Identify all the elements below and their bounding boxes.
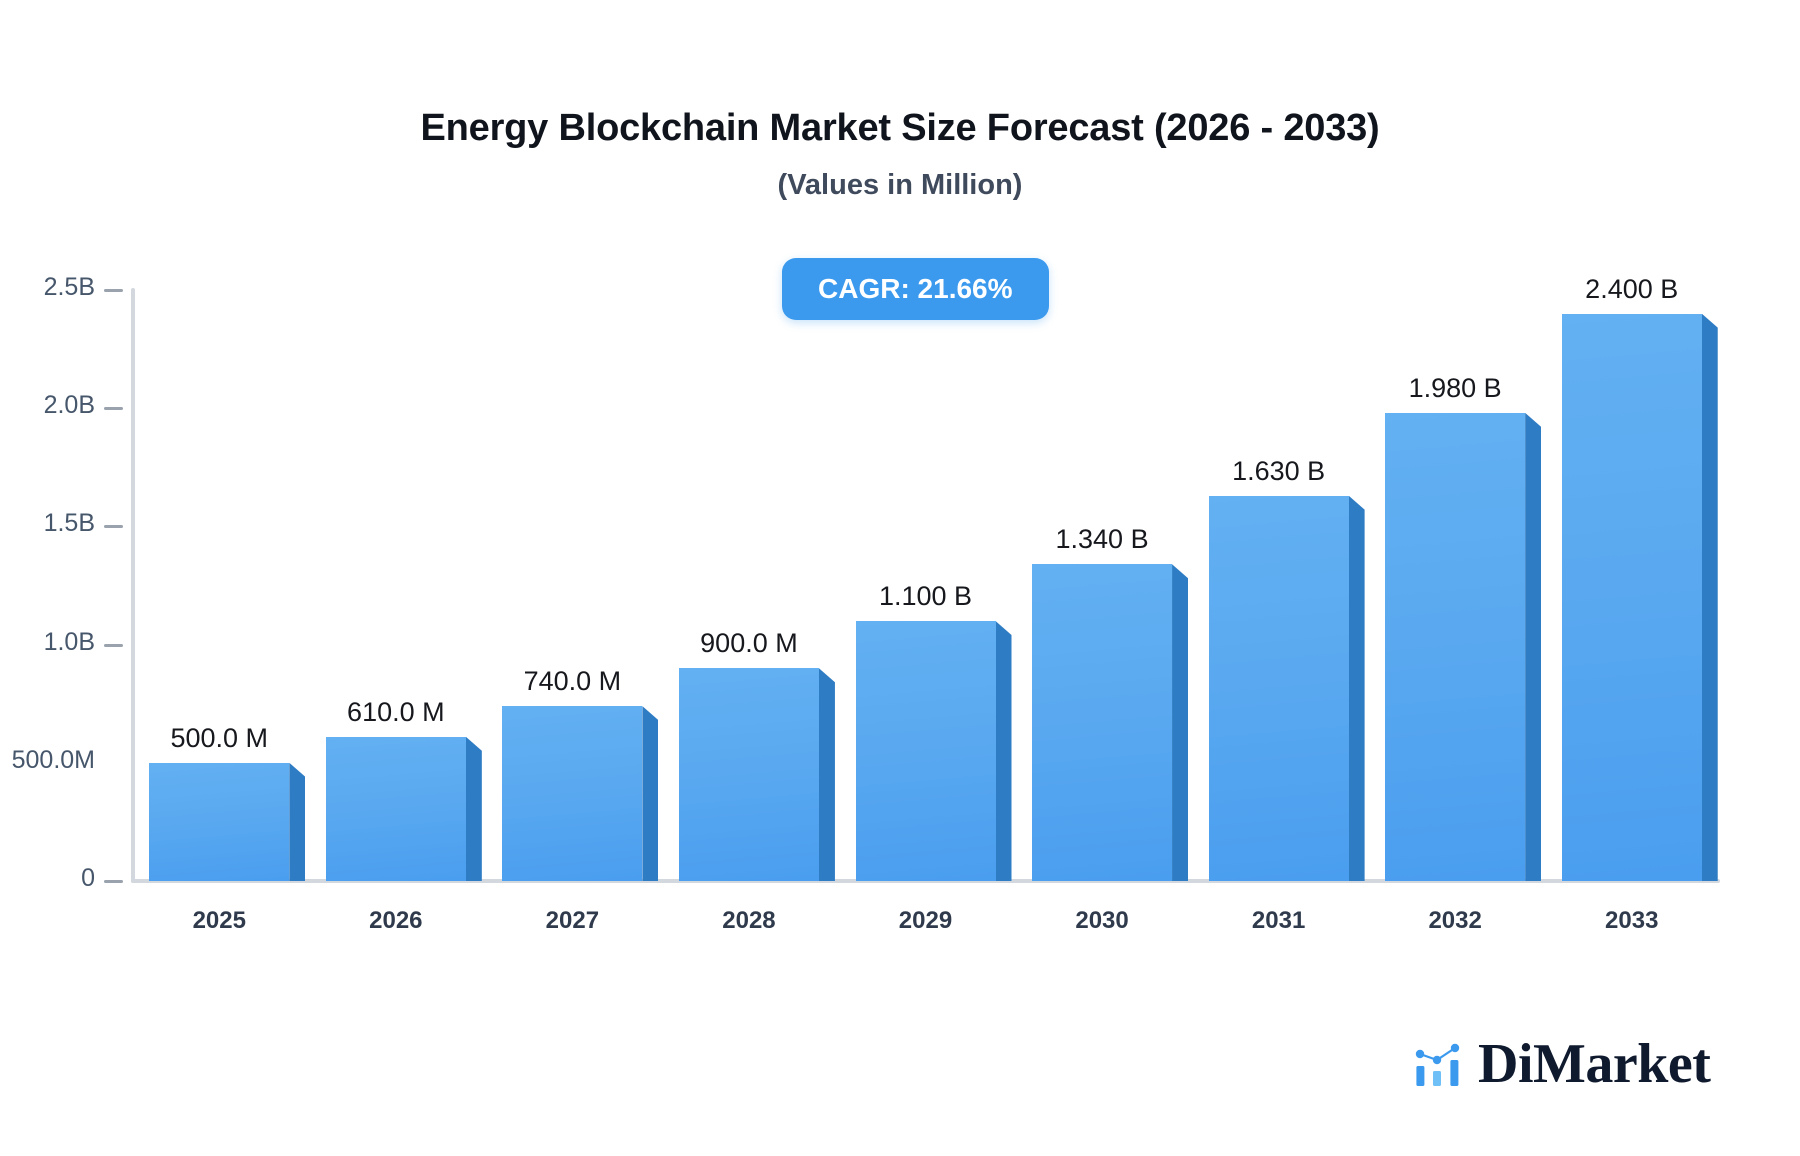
x-axis-category-label: 2028: [722, 906, 776, 934]
bar-front-face: [855, 620, 996, 881]
y-axis-tick-label: 2.0B: [43, 391, 95, 420]
y-axis-tick-label: 2.5B: [43, 273, 95, 301]
x-axis-category-label: 2026: [369, 906, 423, 934]
bar-side-face: [289, 762, 306, 881]
bar-column[interactable]: 740.0 M 2027: [502, 666, 659, 934]
bar-column[interactable]: 1.630 B 2031: [1208, 456, 1365, 934]
y-axis-tick-mark: [104, 643, 123, 647]
x-axis-category-label: 2029: [898, 906, 953, 934]
brand-logo-text: DiMarket: [1478, 1033, 1711, 1095]
bar-side-face: [1701, 313, 1718, 881]
x-axis-category-label: 2030: [1075, 906, 1129, 934]
bar-column[interactable]: 610.0 M 2026: [325, 697, 482, 934]
bar-value-label: 1.980 B: [1408, 372, 1502, 403]
x-axis-category-label: 2025: [192, 906, 246, 934]
bar-column[interactable]: 500.0 M 2025: [149, 723, 306, 934]
x-axis-category-label: 2032: [1428, 906, 1482, 934]
bar-column[interactable]: 1.100 B 2029: [855, 581, 1012, 934]
bar-front-face: [1385, 412, 1526, 881]
bar-value-label: 2.400 B: [1585, 273, 1679, 304]
bar-front-face: [149, 762, 290, 881]
x-axis-line: [131, 879, 1720, 883]
bar-value-label: 610.0 M: [347, 696, 445, 727]
bar-column[interactable]: 2.400 B 2033: [1561, 274, 1718, 934]
y-axis-tick-label: 1.5B: [43, 509, 95, 538]
y-axis-tick-label: 0: [81, 864, 95, 892]
bar-column[interactable]: 900.0 M 2028: [678, 628, 835, 934]
bar-value-label: 1.340 B: [1055, 524, 1149, 555]
page-title: Energy Blockchain Market Size Forecast (…: [420, 107, 1380, 149]
cagr-badge-label: CAGR: 21.66%: [818, 273, 1013, 304]
bar-value-label: 1.100 B: [878, 580, 973, 611]
bar-value-label: 900.0 M: [700, 628, 798, 659]
y-axis-tick-mark: [104, 407, 123, 411]
bar-column[interactable]: 1.340 B 2030: [1032, 524, 1189, 934]
chart-title-block: Energy Blockchain Market Size Forecast (…: [0, 107, 1800, 202]
bar-chart-logo-icon: [1415, 1043, 1460, 1086]
bar-side-face: [465, 736, 482, 881]
bar-side-face: [995, 620, 1012, 881]
y-axis-tick-mark: [104, 525, 123, 529]
bar-side-face: [1348, 495, 1365, 881]
cagr-badge: CAGR: 21.66%: [782, 258, 1049, 320]
brand-logo: DiMarket: [1412, 1033, 1711, 1095]
bar-front-face: [1208, 495, 1349, 881]
bar-front-face: [325, 736, 466, 881]
chart-subtitle: (Values in Million): [777, 168, 1023, 201]
bar-front-face: [678, 668, 819, 881]
bar-value-label: 500.0 M: [170, 722, 269, 753]
y-axis-tick-mark: [104, 880, 123, 883]
bar-side-face: [818, 668, 835, 881]
bar-front-face: [1032, 564, 1173, 881]
y-axis-tick-label: 500.0M: [11, 745, 95, 774]
bar-front-face: [502, 706, 643, 881]
y-axis-tick-mark: [104, 289, 123, 292]
x-axis-category-label: 2031: [1251, 906, 1306, 934]
bar-value-label: 740.0 M: [523, 666, 622, 697]
x-axis-category-label: 2027: [545, 906, 600, 934]
x-axis-category-label: 2033: [1605, 906, 1659, 934]
bar-side-face: [642, 706, 659, 881]
bar-side-face: [1525, 412, 1542, 881]
bar-side-face: [1172, 564, 1189, 881]
bar-column[interactable]: 1.980 B 2032: [1385, 373, 1542, 934]
y-axis-line: [131, 288, 135, 883]
y-axis-tick-label: 1.0B: [43, 627, 95, 656]
bar-value-label: 1.630 B: [1232, 455, 1326, 486]
bar-front-face: [1561, 313, 1702, 881]
